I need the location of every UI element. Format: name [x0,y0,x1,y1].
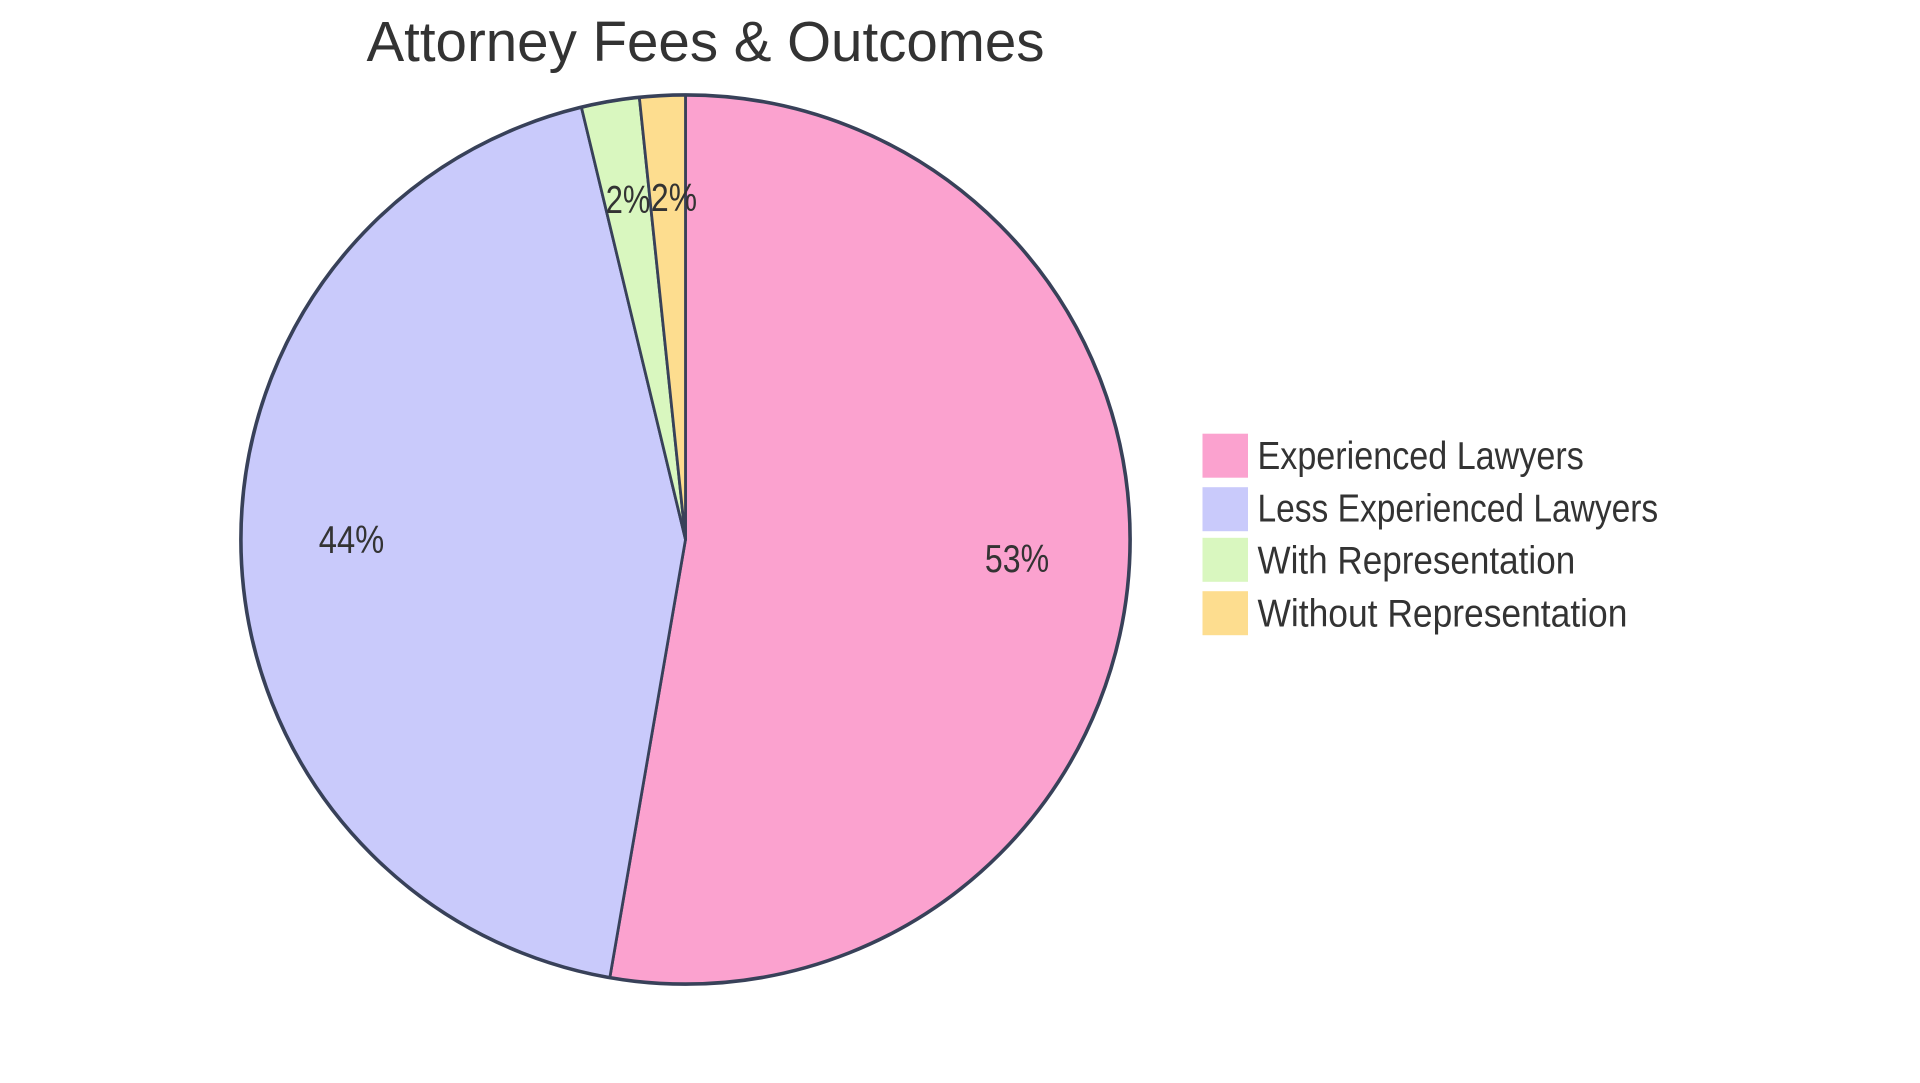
svg-text:Experienced Lawyers: Experienced Lawyers [1258,435,1584,478]
svg-text:2%: 2% [651,177,697,220]
svg-text:With Representation: With Representation [1258,540,1576,583]
svg-text:44%: 44% [319,519,385,562]
svg-text:Less Experienced Lawyers: Less Experienced Lawyers [1258,488,1659,531]
svg-text:Attorney Fees & Outcomes: Attorney Fees & Outcomes [367,10,1045,73]
svg-text:Without Representation: Without Representation [1258,592,1628,635]
svg-text:53%: 53% [985,538,1049,581]
svg-text:2%: 2% [606,179,651,222]
